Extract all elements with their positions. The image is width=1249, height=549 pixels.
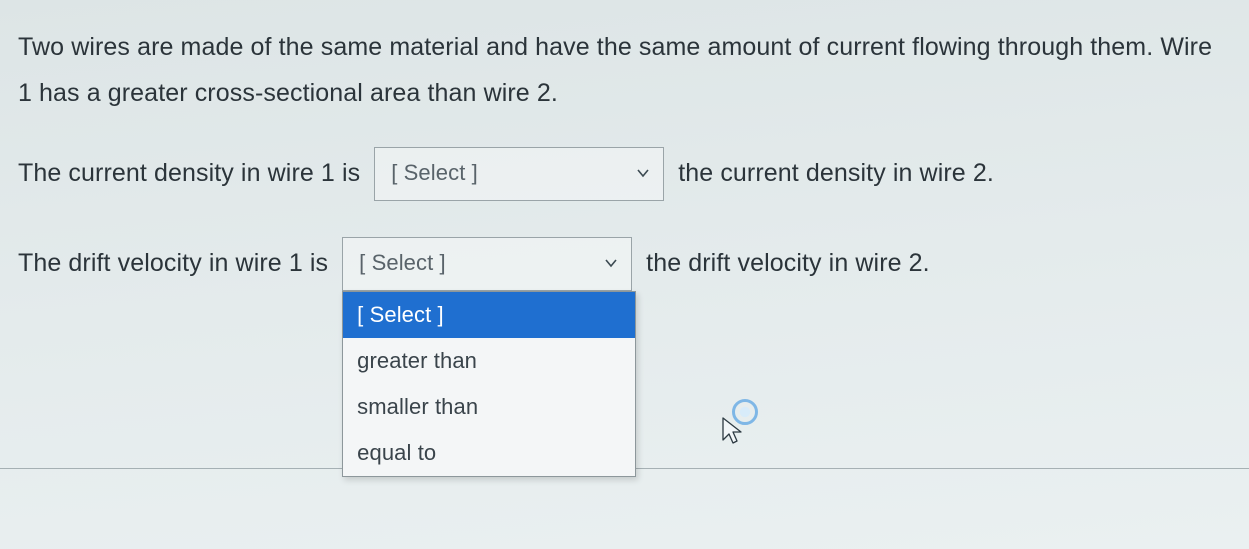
dropdown-option-greater[interactable]: greater than	[343, 338, 635, 384]
row2-text-before: The drift velocity in wire 1 is	[18, 240, 328, 286]
mouse-cursor	[720, 415, 746, 461]
question-row-1: The current density in wire 1 is [ Selec…	[18, 147, 1229, 201]
chevron-down-icon	[637, 161, 649, 187]
select-drift-velocity-wrap: [ Select ] [ Select ] greater than small…	[342, 237, 632, 291]
row2-text-after: the drift velocity in wire 2.	[646, 240, 930, 286]
dropdown-option-equal[interactable]: equal to	[343, 430, 635, 476]
question-row-2: The drift velocity in wire 1 is [ Select…	[18, 237, 1229, 291]
dropdown-options: [ Select ] greater than smaller than equ…	[342, 291, 636, 477]
select-placeholder-2: [ Select ]	[359, 243, 446, 284]
row1-text-after: the current density in wire 2.	[678, 150, 994, 196]
chevron-down-icon	[605, 251, 617, 277]
cursor-ring-icon	[732, 399, 758, 425]
question-prompt: Two wires are made of the same material …	[18, 24, 1229, 117]
select-drift-velocity[interactable]: [ Select ]	[342, 237, 632, 291]
dropdown-option-smaller[interactable]: smaller than	[343, 384, 635, 430]
row1-text-before: The current density in wire 1 is	[18, 150, 360, 196]
select-placeholder-1: [ Select ]	[391, 153, 478, 194]
quiz-page: Two wires are made of the same material …	[0, 0, 1249, 549]
dropdown-option-placeholder[interactable]: [ Select ]	[343, 292, 635, 338]
select-current-density[interactable]: [ Select ]	[374, 147, 664, 201]
